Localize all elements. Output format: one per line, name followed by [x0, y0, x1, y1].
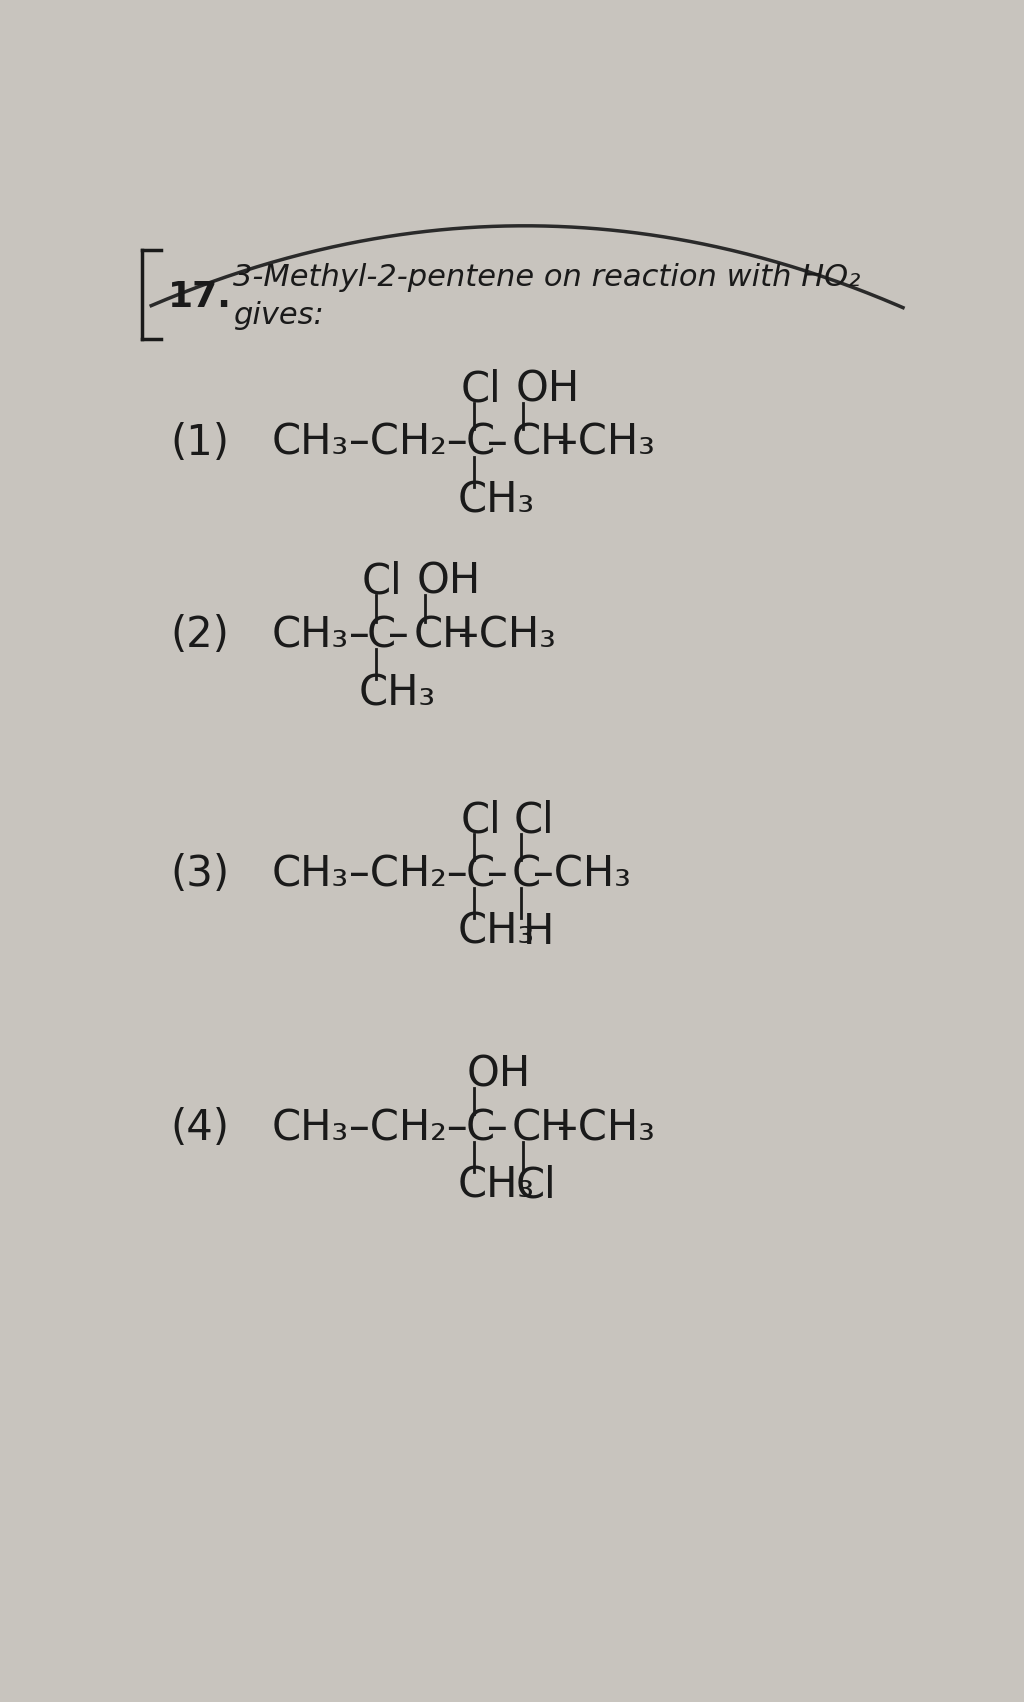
- Text: –: –: [486, 1108, 508, 1149]
- Text: C: C: [465, 853, 495, 895]
- Text: Cl: Cl: [461, 368, 501, 410]
- Text: C: C: [367, 614, 396, 657]
- Text: (1): (1): [171, 422, 229, 465]
- Text: –CH₂–: –CH₂–: [349, 1108, 468, 1149]
- Text: –CH₂–: –CH₂–: [349, 853, 468, 895]
- Text: gives:: gives:: [232, 301, 324, 330]
- Text: –: –: [486, 853, 508, 895]
- Text: CH₃: CH₃: [458, 911, 535, 953]
- Text: –: –: [486, 422, 508, 465]
- Text: –CH₃: –CH₃: [557, 422, 654, 465]
- Text: H: H: [522, 911, 554, 953]
- Text: 3-Methyl-2-pentene on reaction with HO₂: 3-Methyl-2-pentene on reaction with HO₂: [232, 262, 860, 291]
- Text: CH₃: CH₃: [271, 853, 348, 895]
- Text: Cl: Cl: [513, 800, 554, 841]
- Text: CH₃: CH₃: [458, 480, 535, 523]
- Text: C: C: [465, 1108, 495, 1149]
- Text: –CH₂–: –CH₂–: [349, 422, 468, 465]
- Text: (4): (4): [171, 1108, 229, 1149]
- Text: C: C: [512, 853, 541, 895]
- Text: 17.: 17.: [168, 279, 232, 313]
- Text: (3): (3): [171, 853, 229, 895]
- Text: CH: CH: [512, 1108, 572, 1149]
- Text: CH₃: CH₃: [359, 672, 436, 715]
- Text: –: –: [349, 614, 370, 657]
- Text: CH₃: CH₃: [271, 422, 348, 465]
- Text: CH: CH: [512, 422, 572, 465]
- Text: –CH₃: –CH₃: [458, 614, 556, 657]
- Text: OH: OH: [467, 1054, 530, 1096]
- Text: Cl: Cl: [461, 800, 501, 841]
- Text: CH₃: CH₃: [458, 1164, 535, 1207]
- Text: OH: OH: [417, 560, 481, 603]
- Text: –: –: [388, 614, 410, 657]
- Text: –CH₃: –CH₃: [557, 1108, 654, 1149]
- Text: –CH₃: –CH₃: [534, 853, 631, 895]
- Text: (2): (2): [171, 614, 229, 657]
- Text: C: C: [465, 422, 495, 465]
- Text: Cl: Cl: [362, 560, 402, 603]
- Text: Cl: Cl: [515, 1164, 556, 1207]
- Text: CH₃: CH₃: [271, 614, 348, 657]
- Text: OH: OH: [515, 368, 580, 410]
- Text: CH: CH: [414, 614, 474, 657]
- Text: CH₃: CH₃: [271, 1108, 348, 1149]
